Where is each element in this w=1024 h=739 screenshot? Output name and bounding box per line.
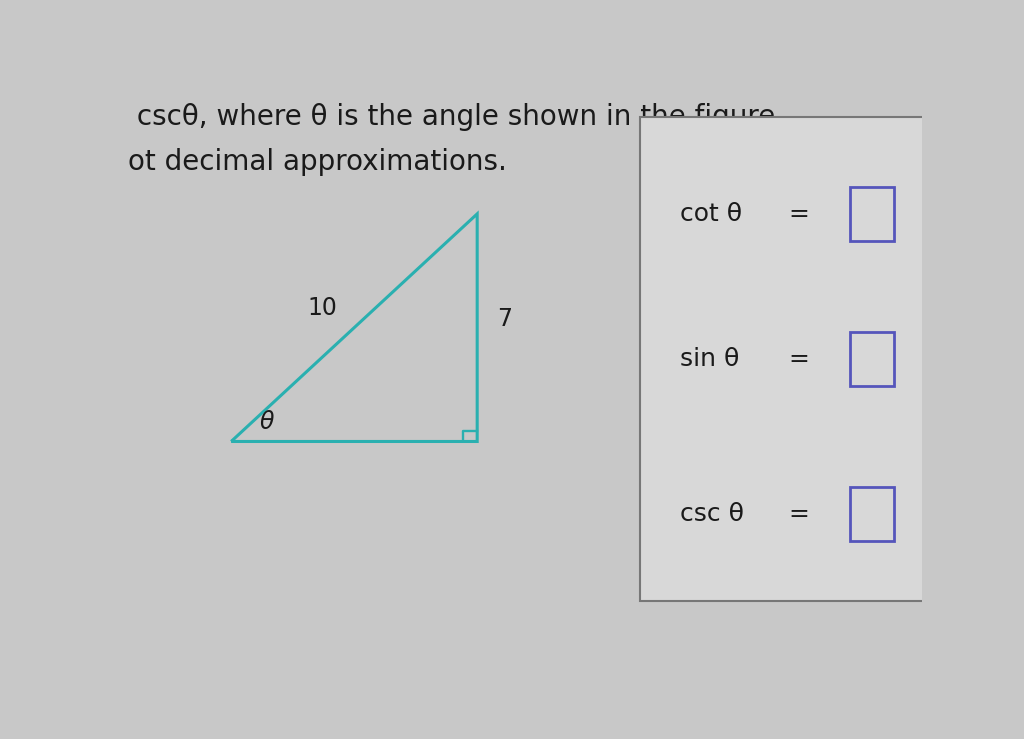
- Text: =: =: [788, 202, 809, 226]
- Bar: [640, 117, 941, 601]
- Text: ot decimal approximations.: ot decimal approximations.: [128, 149, 507, 177]
- Text: 10: 10: [307, 296, 337, 320]
- Text: 7: 7: [497, 307, 512, 331]
- Text: =: =: [788, 347, 809, 371]
- Bar: [850, 332, 894, 386]
- Text: cot θ: cot θ: [680, 202, 741, 226]
- Text: csc θ: csc θ: [680, 502, 743, 525]
- Bar: [850, 487, 894, 541]
- Text: θ: θ: [260, 409, 274, 434]
- Bar: [850, 187, 894, 241]
- Text: =: =: [788, 502, 809, 525]
- Text: cscθ, where θ is the angle shown in the figure.: cscθ, where θ is the angle shown in the …: [128, 103, 784, 131]
- Text: sin θ: sin θ: [680, 347, 739, 371]
